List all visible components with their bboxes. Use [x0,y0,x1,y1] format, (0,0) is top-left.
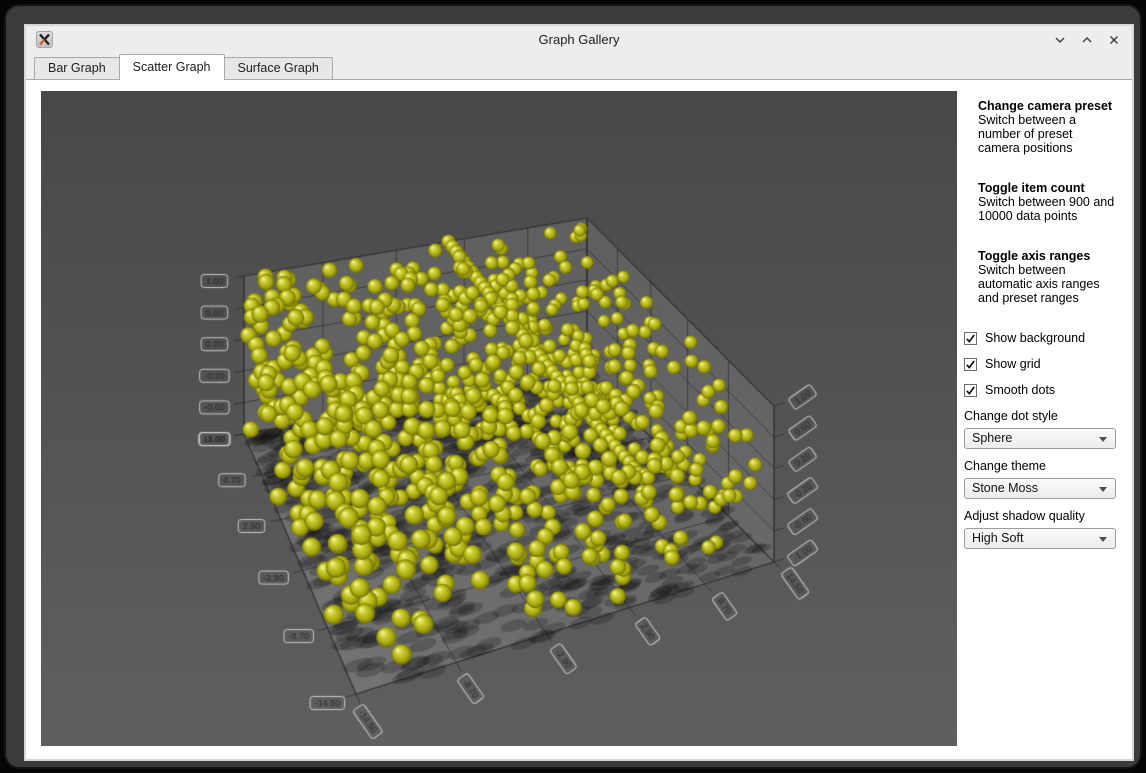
dropdown-value: Stone Moss [972,481,1039,495]
checkbox-group: Show background Show grid Smooth dots [964,331,1130,397]
command-description: Switch between automatic axis ranges and… [978,263,1100,305]
show-grid-checkbox[interactable]: Show grid [964,357,1130,371]
theme-dropdown[interactable]: Stone Moss [964,478,1116,499]
scatter-3d-view[interactable] [41,91,957,746]
tab-bar-graph[interactable]: Bar Graph [34,57,120,79]
command-title: Change camera preset [978,99,1113,113]
chevron-down-icon [1099,537,1107,542]
smooth-dots-checkbox[interactable]: Smooth dots [964,383,1130,397]
dropdown-value: Sphere [972,431,1013,445]
window-title: Graph Gallery [538,32,620,47]
checkbox-label: Smooth dots [985,383,1056,397]
tab-surface-graph[interactable]: Surface Graph [223,57,333,79]
dropdown-value: High Soft [972,531,1024,545]
toggle-axis-ranges-button[interactable]: Toggle axis ranges Switch between automa… [964,249,1130,305]
sidebar: Change camera preset Switch between a nu… [964,99,1130,549]
checkbox-label: Show grid [985,357,1041,371]
command-description: Switch between 900 and 10000 data points [978,195,1115,223]
toggle-item-count-button[interactable]: Toggle item count Switch between 900 and… [964,181,1130,223]
tab-bar: Bar Graph Scatter Graph Surface Graph [26,54,1132,80]
minimize-button[interactable] [1052,32,1068,48]
chevron-down-icon [1099,487,1107,492]
command-title: Toggle item count [978,181,1085,195]
checkbox-box [964,383,977,397]
command-description: Switch between a number of preset camera… [978,113,1076,155]
shadow-quality-dropdown[interactable]: High Soft [964,528,1116,549]
change-camera-preset-button[interactable]: Change camera preset Switch between a nu… [964,99,1130,155]
theme-label: Change theme [964,459,1047,473]
title-bar: Graph Gallery [26,26,1132,54]
window-frame: Graph Gallery Bar Graph Scatter Graph Su… [6,6,1140,767]
chevron-down-icon [1099,437,1107,442]
tab-scatter-graph[interactable]: Scatter Graph [118,54,225,80]
app-icon [36,31,53,48]
maximize-button[interactable] [1079,32,1095,48]
dot-style-label: Change dot style [964,409,1058,423]
checkbox-label: Show background [985,331,1086,345]
window-controls [1052,26,1122,54]
dot-style-dropdown[interactable]: Sphere [964,428,1116,449]
checkbox-box [964,331,977,345]
close-button[interactable] [1106,32,1122,48]
command-title: Toggle axis ranges [978,249,1091,263]
content-area: Change camera preset Switch between a nu… [26,80,1132,759]
shadow-quality-label: Adjust shadow quality [964,509,1085,523]
show-background-checkbox[interactable]: Show background [964,331,1130,345]
checkbox-box [964,357,977,371]
application-window: Graph Gallery Bar Graph Scatter Graph Su… [26,26,1132,759]
